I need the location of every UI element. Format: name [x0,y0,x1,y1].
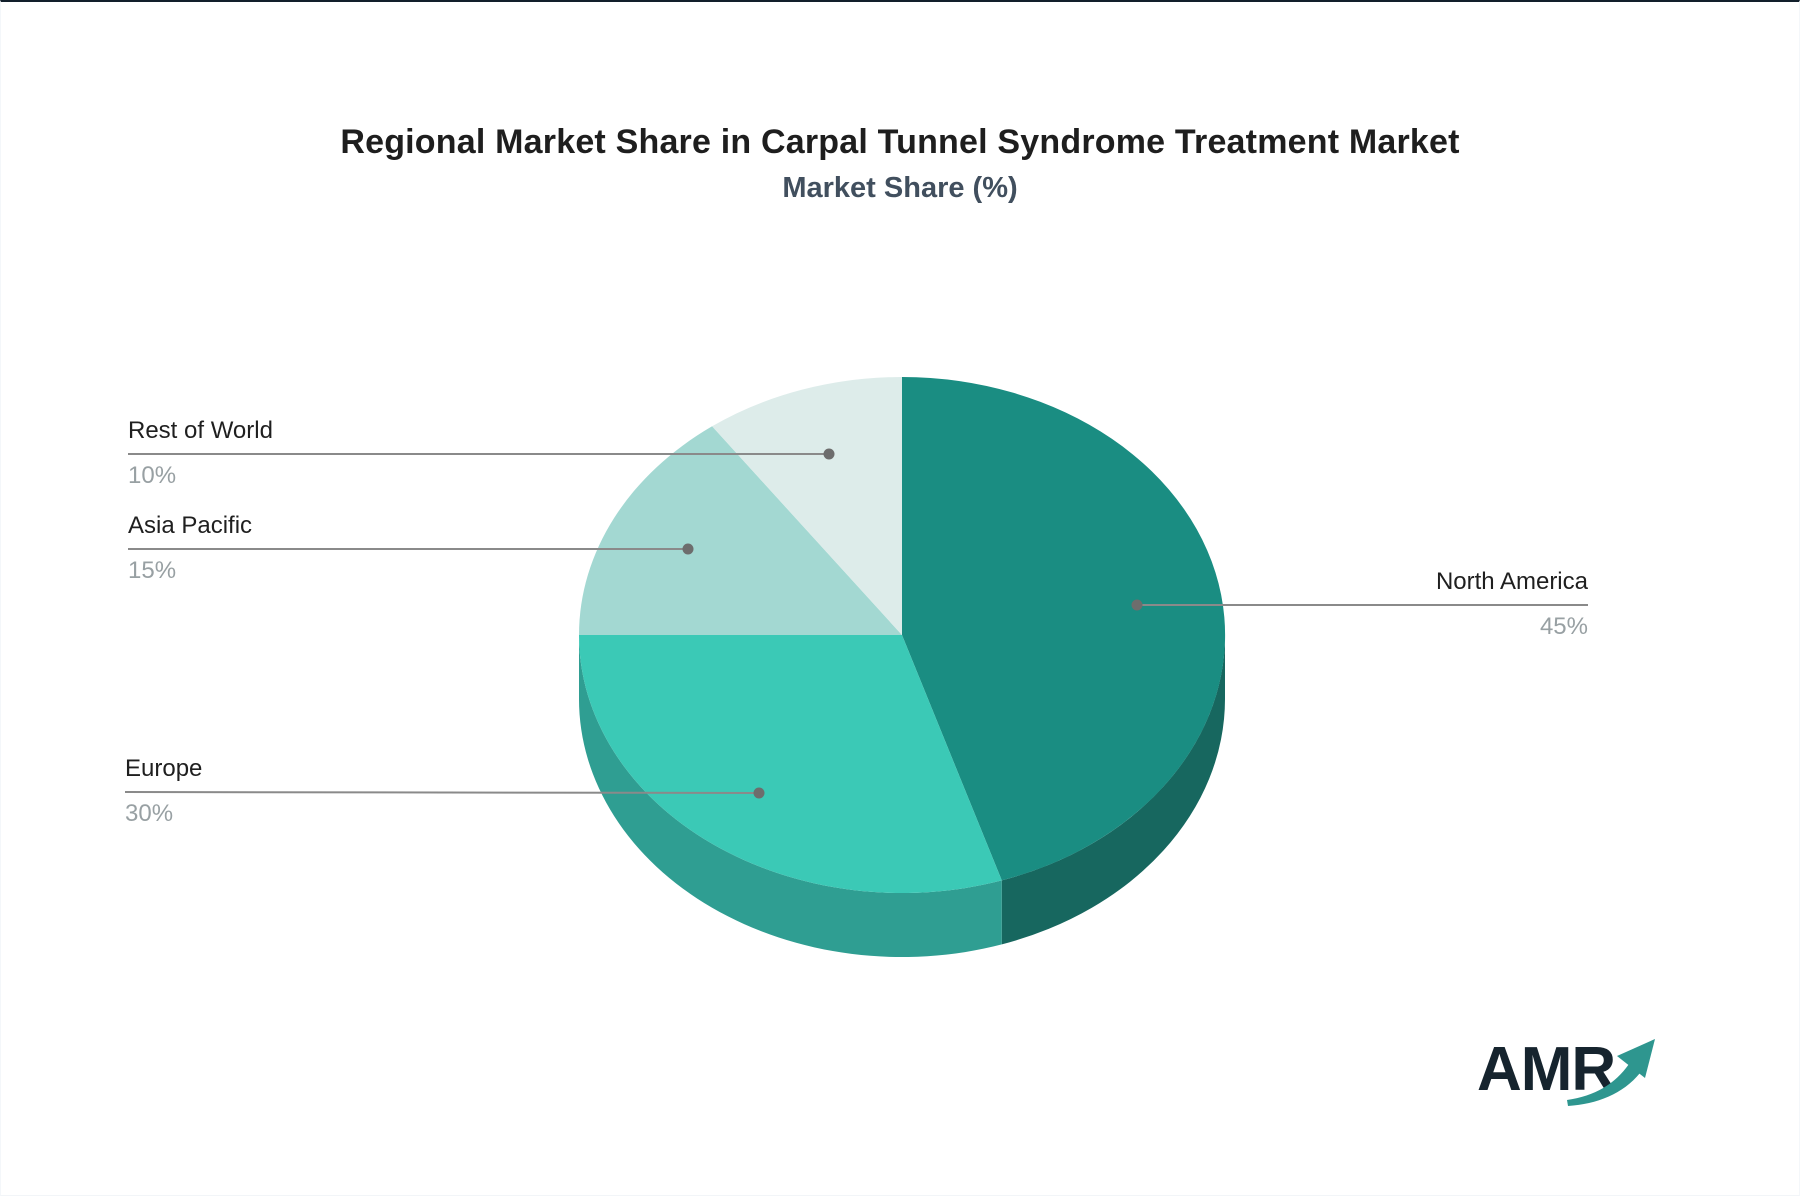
callout-value-north-america: 45% [1539,613,1588,640]
page-title: Regional Market Share in Carpal Tunnel S… [340,123,1460,161]
amr-logo-arrow-icon [1567,1039,1655,1106]
callout-label-rest-of-world: Rest of World [128,417,273,444]
pie-slice-side-north-america [1001,635,1225,945]
leader-lines [124,448,1588,799]
callout-label-asia-pacific: Asia Pacific [128,512,253,539]
pie-3d-rim [579,635,1225,958]
leader-dot-europe [753,787,765,799]
chart-subtitle: Market Share (%) [782,172,1018,204]
pie-slice-side-europe [579,635,1002,958]
pie-slice-asia-pacific [579,426,902,635]
pie-slice-rest-of-world [712,377,902,635]
leader-line-europe [124,791,760,794]
leader-dot-asia-pacific [682,543,694,555]
pie-slice-north-america [902,377,1226,881]
leader-dot-north-america [1131,599,1143,611]
leader-dots [682,448,1143,799]
amr-logo-text: AMR [1477,1035,1615,1104]
amr-logo: AMR [1477,1035,1655,1106]
callout-label-north-america: North America [1435,568,1588,595]
leader-dot-rest-of-world [823,448,835,460]
callout-label-europe: Europe [125,755,203,782]
pie-slice-europe [579,635,1002,894]
callout-value-rest-of-world: 10% [128,462,177,489]
pie-slices [579,377,1226,894]
callout-value-asia-pacific: 15% [128,557,177,584]
callout-value-europe: 30% [125,800,174,827]
